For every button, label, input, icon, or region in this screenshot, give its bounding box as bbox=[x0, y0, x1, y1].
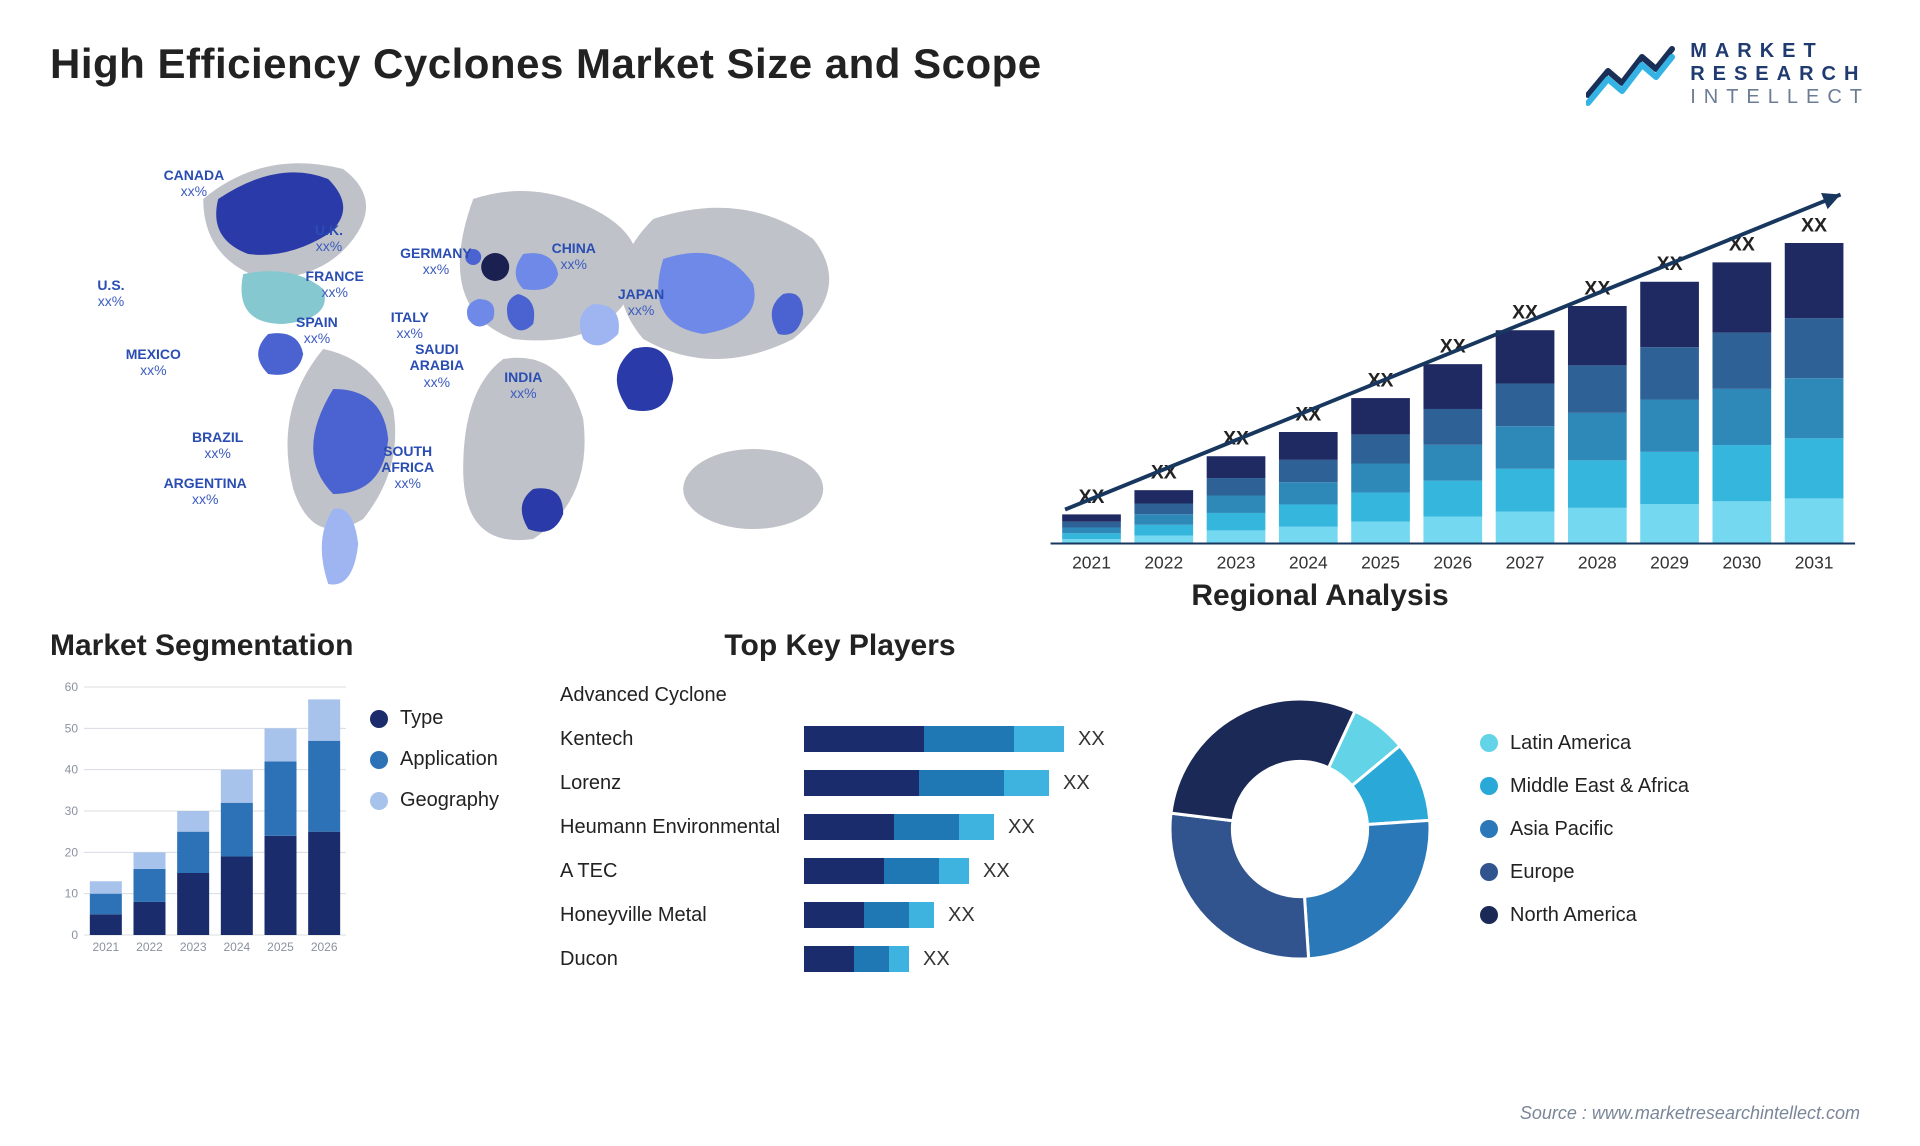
svg-text:20: 20 bbox=[65, 845, 79, 859]
legend-item: Application bbox=[370, 748, 499, 771]
svg-text:60: 60 bbox=[65, 680, 79, 694]
svg-text:2023: 2023 bbox=[180, 940, 207, 954]
svg-text:2029: 2029 bbox=[1651, 553, 1690, 573]
player-row: Honeyville MetalXX bbox=[560, 897, 1120, 933]
map-label: U.S.xx% bbox=[97, 277, 124, 309]
brand-logo: MARKET RESEARCH INTELLECT bbox=[1586, 40, 1870, 109]
svg-text:2022: 2022 bbox=[1145, 553, 1184, 573]
svg-text:2024: 2024 bbox=[1289, 553, 1328, 573]
map-label: INDIAxx% bbox=[504, 369, 542, 401]
map-label: MEXICOxx% bbox=[126, 346, 181, 378]
map-label: CANADAxx% bbox=[164, 167, 225, 199]
svg-text:0: 0 bbox=[71, 928, 78, 942]
svg-text:2022: 2022 bbox=[136, 940, 163, 954]
svg-text:10: 10 bbox=[65, 887, 79, 901]
svg-text:40: 40 bbox=[65, 763, 79, 777]
svg-text:2026: 2026 bbox=[1434, 553, 1473, 573]
top-key-players-panel: Top Key Players Advanced Cyclone KentechX… bbox=[560, 629, 1120, 977]
players-chart: Advanced Cyclone KentechXX LorenzXX Heumann… bbox=[560, 677, 1120, 977]
map-label: FRANCExx% bbox=[306, 268, 364, 300]
player-row: A TECXX bbox=[560, 853, 1120, 889]
player-row: LorenzXX bbox=[560, 765, 1120, 801]
svg-text:2021: 2021 bbox=[1073, 553, 1112, 573]
segmentation-chart: 0 10 20 30 40 50 60 2021 2022 2023 2024 2025 2026 bbox=[50, 677, 350, 957]
svg-text:2026: 2026 bbox=[311, 940, 338, 954]
map-label: SOUTHAFRICAxx% bbox=[381, 443, 434, 491]
map-label: ITALYxx% bbox=[391, 309, 429, 341]
svg-text:2030: 2030 bbox=[1723, 553, 1762, 573]
svg-text:2024: 2024 bbox=[223, 940, 250, 954]
legend-item: Geography bbox=[370, 789, 499, 812]
map-label: CHINAxx% bbox=[552, 240, 596, 272]
map-label: JAPANxx% bbox=[618, 286, 664, 318]
legend-item: Asia Pacific bbox=[1480, 818, 1689, 841]
market-segmentation-panel: Market Segmentation 0 10 20 30 40 50 60 2021 202… bbox=[50, 629, 530, 957]
legend-item: Latin America bbox=[1480, 732, 1689, 755]
svg-text:2021: 2021 bbox=[92, 940, 119, 954]
map-label: U.K.xx% bbox=[315, 222, 343, 254]
player-row: Heumann EnvironmentalXX bbox=[560, 809, 1120, 845]
legend-item: Middle East & Africa bbox=[1480, 775, 1689, 798]
segmentation-legend: Type Application Geography bbox=[370, 677, 499, 957]
legend-item: Type bbox=[370, 707, 499, 730]
svg-text:30: 30 bbox=[65, 804, 79, 818]
segmentation-title: Market Segmentation bbox=[50, 629, 530, 663]
logo-line2: RESEARCH bbox=[1690, 63, 1870, 86]
world-map: CANADAxx% U.S.xx% MEXICOxx% BRAZILxx% ARGENT… bbox=[50, 139, 996, 599]
regional-analysis-panel: Regional Analysis Latin AmericaMiddle Ea… bbox=[1150, 629, 1870, 979]
regional-donut bbox=[1150, 679, 1450, 979]
svg-text:50: 50 bbox=[65, 721, 79, 735]
svg-text:XX: XX bbox=[1802, 214, 1828, 236]
source-attribution: Source : www.marketresearchintellect.com bbox=[1520, 1103, 1860, 1124]
player-row: DuconXX bbox=[560, 941, 1120, 977]
regional-legend: Latin America Middle East & Africa Asia Pa… bbox=[1480, 732, 1689, 927]
map-label: BRAZILxx% bbox=[192, 429, 243, 461]
svg-text:2031: 2031 bbox=[1795, 553, 1834, 573]
main-growth-chart: XX2021XX2022XX2023XX2024XX2025XX2026XX20… bbox=[1036, 139, 1870, 599]
player-row: Advanced Cyclone bbox=[560, 677, 1120, 713]
map-label: GERMANYxx% bbox=[400, 245, 472, 277]
svg-text:2025: 2025 bbox=[1362, 553, 1401, 573]
legend-item: Europe bbox=[1480, 861, 1689, 884]
logo-mark bbox=[1586, 43, 1676, 107]
legend-item: North America bbox=[1480, 904, 1689, 927]
map-label: SPAINxx% bbox=[296, 314, 338, 346]
map-label: SAUDIARABIAxx% bbox=[410, 341, 464, 389]
logo-line3: INTELLECT bbox=[1690, 86, 1870, 109]
regional-title: Regional Analysis bbox=[1150, 579, 1490, 613]
map-label: ARGENTINAxx% bbox=[164, 475, 247, 507]
svg-text:2027: 2027 bbox=[1506, 553, 1545, 573]
players-title: Top Key Players bbox=[560, 629, 1120, 663]
logo-line1: MARKET bbox=[1690, 40, 1870, 63]
page-title: High Efficiency Cyclones Market Size and… bbox=[50, 40, 1042, 88]
svg-text:2025: 2025 bbox=[267, 940, 294, 954]
svg-text:2028: 2028 bbox=[1578, 553, 1617, 573]
player-row: KentechXX bbox=[560, 721, 1120, 757]
svg-text:2023: 2023 bbox=[1217, 553, 1256, 573]
